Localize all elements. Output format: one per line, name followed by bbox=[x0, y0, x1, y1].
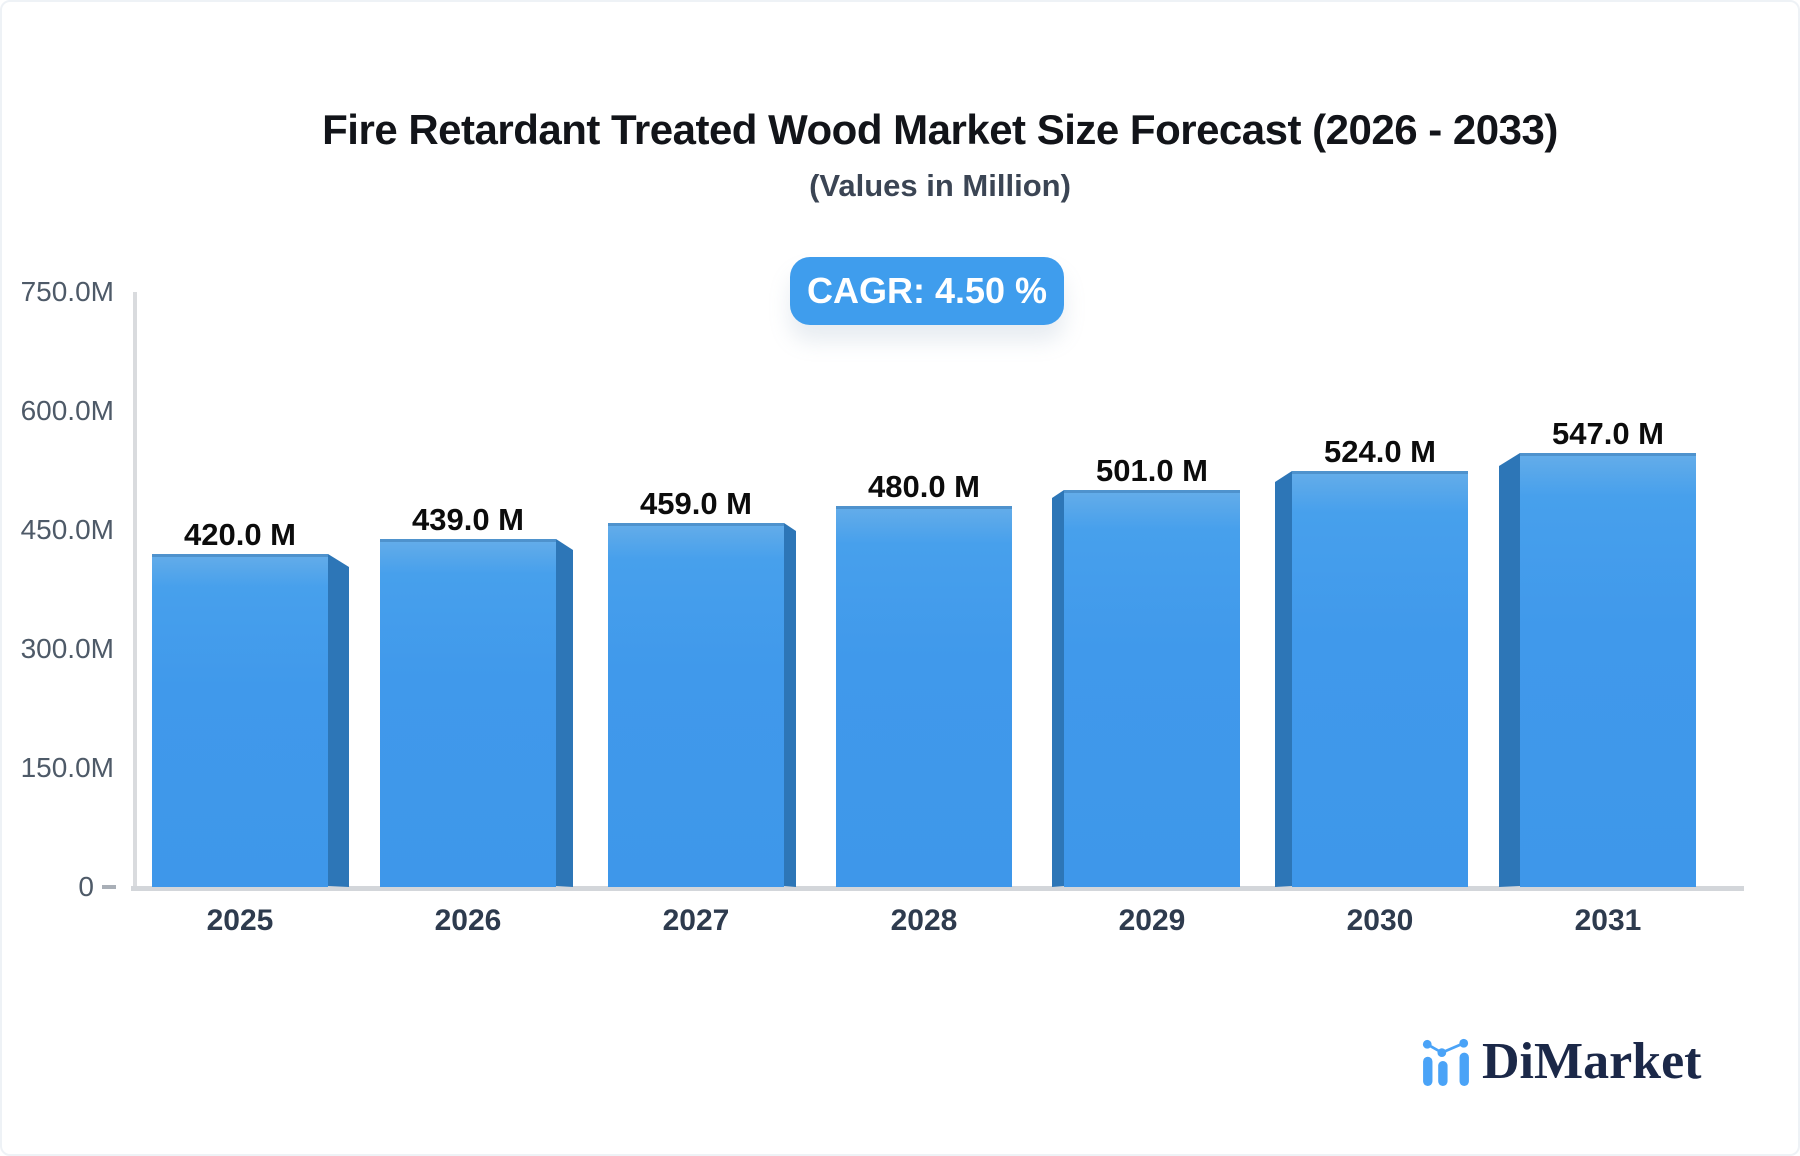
bar-value-label: 501.0 M bbox=[1095, 453, 1208, 488]
x-axis-tick-label: 2026 bbox=[434, 904, 502, 937]
bar-side-face bbox=[1052, 490, 1064, 887]
y-axis-tick-mark bbox=[102, 885, 116, 889]
bar-2030[interactable] bbox=[1292, 471, 1468, 887]
x-axis-tick-label: 2025 bbox=[206, 904, 274, 937]
bar-value-label: 547.0 M bbox=[1551, 416, 1664, 451]
x-axis-tick-label: 2031 bbox=[1574, 904, 1642, 937]
x-axis-tick-label: 2030 bbox=[1346, 904, 1414, 937]
bar-side-face bbox=[1499, 453, 1520, 887]
chart-subtitle: (Values in Million) bbox=[809, 168, 1071, 203]
cagr-badge: CAGR: 4.50 % bbox=[790, 257, 1064, 325]
bar-value-label: 459.0 M bbox=[639, 486, 752, 521]
bar-side-face bbox=[1275, 471, 1292, 887]
cagr-badge-label: CAGR: 4.50 % bbox=[806, 270, 1048, 311]
bar-value-label: 524.0 M bbox=[1323, 434, 1436, 469]
x-axis-baseline bbox=[131, 886, 1744, 891]
y-axis-tick-label: 150.0M bbox=[20, 752, 114, 783]
bar-value-label: 480.0 M bbox=[867, 469, 980, 504]
x-axis-tick-label: 2029 bbox=[1118, 904, 1186, 937]
y-axis-tick-label: 450.0M bbox=[20, 514, 114, 545]
y-axis-tick-label: 600.0M bbox=[20, 395, 114, 426]
y-axis-tick-label: 300.0M bbox=[20, 633, 114, 664]
brand-name: DiMarket bbox=[1482, 1033, 1702, 1090]
y-axis-tick-label: 0 bbox=[78, 871, 94, 902]
bar-2026[interactable] bbox=[380, 539, 556, 887]
bar-side-face bbox=[328, 554, 349, 887]
bar-value-label: 439.0 M bbox=[411, 502, 524, 537]
y-axis-tick-label: 750.0M bbox=[20, 276, 114, 307]
brand-logo: DiMarket bbox=[1422, 1036, 1701, 1088]
bar-2025[interactable] bbox=[152, 554, 328, 887]
x-axis-tick-label: 2028 bbox=[890, 904, 958, 937]
bar-2027[interactable] bbox=[608, 523, 784, 887]
bar-side-face bbox=[784, 523, 796, 887]
bar-2028[interactable] bbox=[836, 506, 1012, 887]
x-axis-tick-label: 2027 bbox=[662, 904, 730, 937]
bar-value-label: 420.0 M bbox=[183, 517, 296, 552]
bar-2029[interactable] bbox=[1064, 490, 1240, 887]
bar-side-face bbox=[556, 539, 573, 887]
bar-2031[interactable] bbox=[1520, 453, 1696, 887]
bar-chart-logo-icon bbox=[1422, 1038, 1469, 1086]
y-axis-line bbox=[133, 292, 137, 887]
chart-header: Fire Retardant Treated Wood Market Size … bbox=[82, 106, 1798, 204]
chart-title: Fire Retardant Treated Wood Market Size … bbox=[322, 106, 1558, 153]
